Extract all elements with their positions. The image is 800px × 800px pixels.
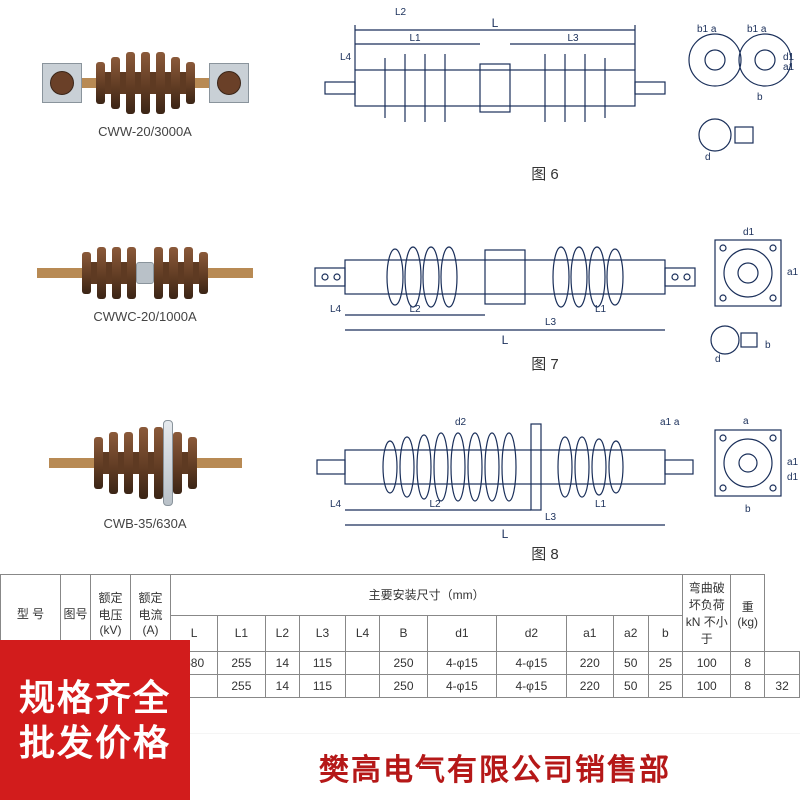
rod-icon <box>195 78 209 88</box>
svg-text:L2: L2 <box>409 304 421 315</box>
svg-text:a1: a1 <box>787 457 799 468</box>
th-b: b <box>648 615 683 651</box>
flange-left-icon <box>42 63 82 103</box>
svg-text:a1: a1 <box>783 62 795 73</box>
svg-text:d: d <box>715 354 721 365</box>
insulator-cwwc-20-1000a <box>37 247 253 299</box>
technical-drawing-icon: L L2 L4 L1 L3 a1 d1 <box>290 190 800 380</box>
svg-text:L1: L1 <box>595 499 607 510</box>
disc-flange-icon <box>163 420 173 506</box>
svg-text:L: L <box>492 16 499 30</box>
insulator-body <box>82 247 136 299</box>
svg-text:b: b <box>745 504 751 515</box>
svg-text:b: b <box>757 92 763 103</box>
company-banner-text: 樊高电气有限公司销售部 <box>319 745 671 789</box>
mid-clamp-icon <box>136 262 154 284</box>
th-bend: 弯曲破坏负荷 kN 不小于 <box>683 575 731 652</box>
svg-text:L4: L4 <box>330 499 342 510</box>
svg-text:L2: L2 <box>429 499 441 510</box>
th-B: B <box>380 615 427 651</box>
product-row-2: CWWC-20/1000A <box>0 190 800 380</box>
svg-text:a1: a1 <box>787 267 799 278</box>
promo-banner-left-text: 规格齐全批发价格 <box>19 675 171 765</box>
th-a1: a1 <box>566 615 613 651</box>
flange-right-icon <box>209 63 249 103</box>
insulator-body <box>154 247 208 299</box>
insulator-cwb-35-630a <box>49 420 242 506</box>
svg-text:L3: L3 <box>545 317 557 328</box>
product-label-3: CWB-35/630A <box>103 516 186 531</box>
company-banner-bottom: 樊高电气有限公司销售部 <box>190 734 800 800</box>
svg-text:L2: L2 <box>395 7 407 18</box>
svg-text:L4: L4 <box>340 52 352 63</box>
figure-label-7: 图 7 <box>531 353 559 374</box>
th-d2: d2 <box>497 615 567 651</box>
svg-text:b: b <box>765 340 771 351</box>
svg-text:L1: L1 <box>595 304 607 315</box>
rod-icon <box>37 268 82 278</box>
th-L4: L4 <box>345 615 380 651</box>
svg-text:L4: L4 <box>330 304 342 315</box>
svg-text:L: L <box>502 333 509 347</box>
catalog-page: CWW-20/3000A <box>0 0 800 800</box>
insulator-body <box>96 52 195 114</box>
svg-text:a1 a: a1 a <box>660 417 680 428</box>
rod-icon <box>82 78 96 88</box>
th-a2: a2 <box>613 615 648 651</box>
rod-icon <box>197 458 242 468</box>
technical-drawing-icon: L L1 L3 L4 L2 b1 a b1 a b <box>290 0 800 190</box>
th-weight: 重(kg) <box>731 575 765 652</box>
svg-text:a: a <box>743 416 749 427</box>
svg-text:L3: L3 <box>567 33 579 44</box>
insulator-cww-20-3000a <box>42 52 249 114</box>
svg-text:d: d <box>705 152 711 163</box>
product-label-1: CWW-20/3000A <box>98 124 192 139</box>
product-photo-3: CWB-35/630A <box>0 380 290 570</box>
svg-text:d1: d1 <box>783 52 795 63</box>
th-L1: L1 <box>218 615 265 651</box>
product-row-3: CWB-35/630A <box>0 380 800 570</box>
drawing-fig8: L L2 L1 L4 L3 d2 a1 a a a1 d1 <box>290 380 800 570</box>
drawing-fig6: L L1 L3 L4 L2 b1 a b1 a b <box>290 0 800 190</box>
svg-text:L1: L1 <box>409 33 421 44</box>
th-dim-group: 主要安装尺寸（mm） <box>171 575 683 616</box>
product-photo-1: CWW-20/3000A <box>0 0 290 190</box>
technical-drawing-icon: L L2 L1 L4 L3 d2 a1 a a a1 d1 <box>290 380 800 570</box>
svg-text:d2: d2 <box>455 417 467 428</box>
svg-text:d1: d1 <box>787 472 799 483</box>
figure-label-8: 图 8 <box>531 543 559 564</box>
promo-banner-left: 规格齐全批发价格 <box>0 640 190 800</box>
insulator-body <box>173 432 197 494</box>
svg-text:b1 a: b1 a <box>697 24 717 35</box>
th-L3: L3 <box>300 615 346 651</box>
svg-text:L3: L3 <box>545 512 557 523</box>
product-photo-2: CWWC-20/1000A <box>0 190 290 380</box>
rod-icon <box>49 458 94 468</box>
th-d1: d1 <box>427 615 497 651</box>
svg-text:b1 a: b1 a <box>747 24 767 35</box>
product-label-2: CWWC-20/1000A <box>93 309 196 324</box>
figure-label-6: 图 6 <box>531 163 559 184</box>
svg-text:d1: d1 <box>743 227 755 238</box>
svg-text:L: L <box>502 527 509 541</box>
rod-icon <box>208 268 253 278</box>
th-L2: L2 <box>265 615 300 651</box>
product-row-1: CWW-20/3000A <box>0 0 800 190</box>
insulator-body <box>94 427 163 499</box>
drawing-fig7: L L2 L4 L1 L3 a1 d1 <box>290 190 800 380</box>
